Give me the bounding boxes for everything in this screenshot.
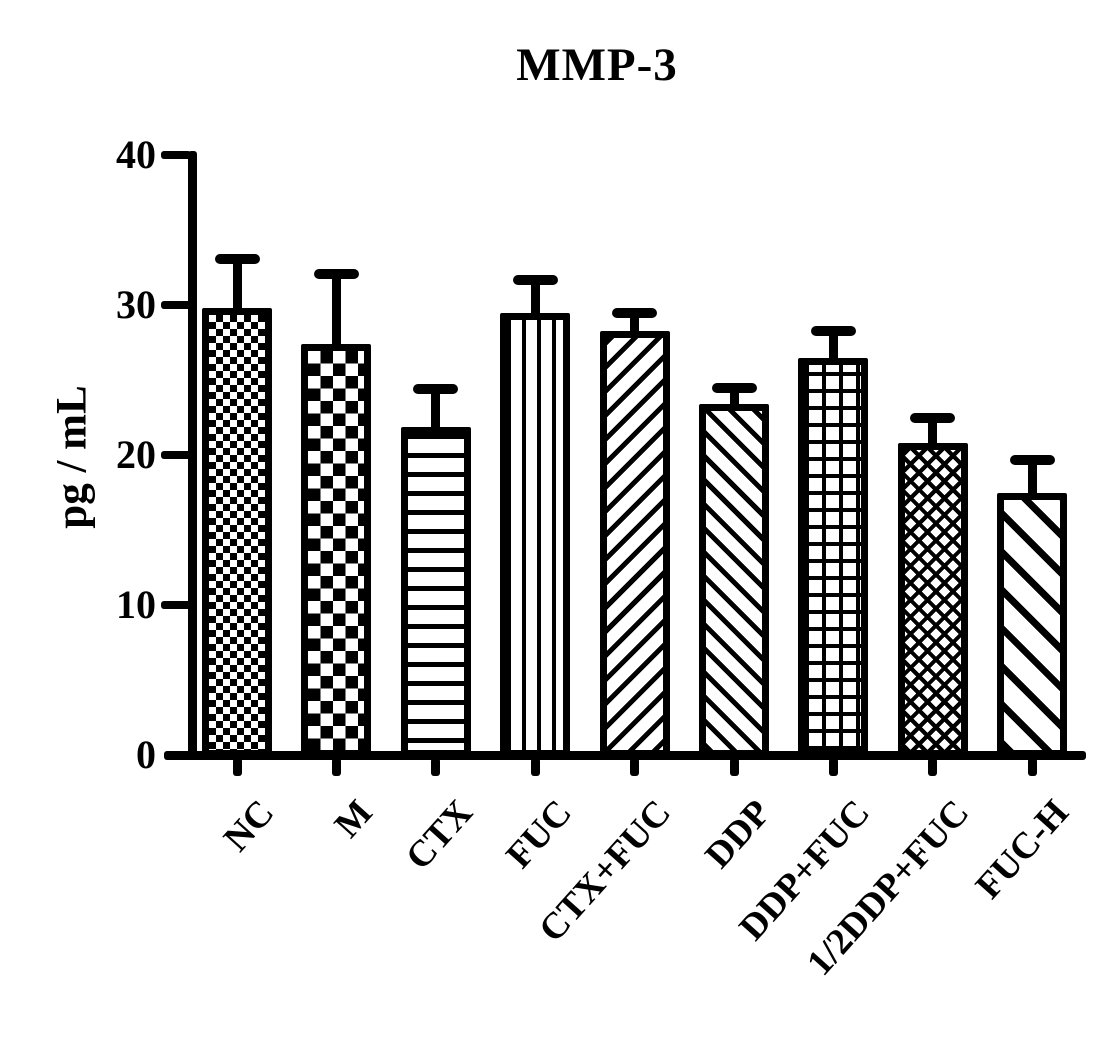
y-axis-tick-label: 40: [116, 132, 156, 177]
error-bar-stem: [630, 312, 640, 343]
x-axis-tick: [232, 758, 242, 776]
error-bar-stem: [232, 258, 242, 320]
x-axis-tick: [828, 758, 838, 776]
y-axis-tick-label: 10: [116, 582, 156, 627]
x-axis-tick: [928, 758, 938, 776]
x-axis-tick: [431, 758, 441, 776]
error-bar-cap: [612, 307, 658, 318]
bar-FUC-H: [997, 492, 1068, 757]
y-axis-tick: [161, 301, 191, 309]
chart-title: MMP-3: [516, 39, 678, 91]
bar-CTX+FUC: [599, 330, 670, 757]
bar-DDP+FUC: [798, 357, 869, 757]
x-axis-tick-label: FUC: [498, 792, 580, 877]
error-bar-cap: [413, 384, 459, 394]
y-axis-line: [188, 151, 197, 759]
x-axis-tick-label: CTX: [397, 792, 481, 878]
error-bar-cap: [313, 268, 359, 279]
y-axis-tick-label: 0: [136, 732, 156, 777]
error-bar-cap: [512, 274, 558, 285]
y-axis-tick: [161, 601, 191, 609]
error-bar-stem: [431, 389, 441, 439]
bar-1/2DDP+FUC: [897, 443, 968, 757]
bar-M: [301, 344, 372, 757]
y-axis-tick: [161, 451, 191, 459]
y-axis-tick-label: 30: [116, 282, 156, 327]
x-axis-tick: [630, 758, 640, 776]
x-axis-tick: [331, 758, 341, 776]
error-bar-stem: [331, 273, 341, 356]
bar-NC: [202, 308, 272, 757]
error-bar-stem: [729, 387, 739, 416]
x-axis-tick-label: DDP: [697, 792, 779, 877]
error-bar-stem: [530, 279, 540, 325]
error-bar-cap: [1009, 454, 1055, 465]
error-bar-stem: [928, 417, 938, 455]
x-axis-tick-label: M: [327, 792, 382, 846]
x-axis-tick: [530, 758, 540, 776]
bar-DDP: [699, 404, 769, 757]
error-bar-cap: [711, 382, 757, 393]
x-axis-tick: [1027, 758, 1037, 776]
x-axis-tick-label: FUC-H: [968, 792, 1077, 907]
y-axis-tick: [161, 151, 191, 159]
error-bar-cap: [910, 412, 956, 423]
error-bar-cap: [214, 253, 260, 264]
error-bar-stem: [1027, 459, 1037, 505]
error-bar-cap: [810, 325, 856, 336]
bar-CTX: [400, 426, 471, 757]
error-bar-stem: [828, 330, 838, 370]
y-axis-tick-label: 20: [116, 432, 156, 477]
x-axis-tick-label: NC: [215, 792, 282, 860]
x-axis-tick: [729, 758, 739, 776]
bar-FUC: [500, 312, 571, 757]
